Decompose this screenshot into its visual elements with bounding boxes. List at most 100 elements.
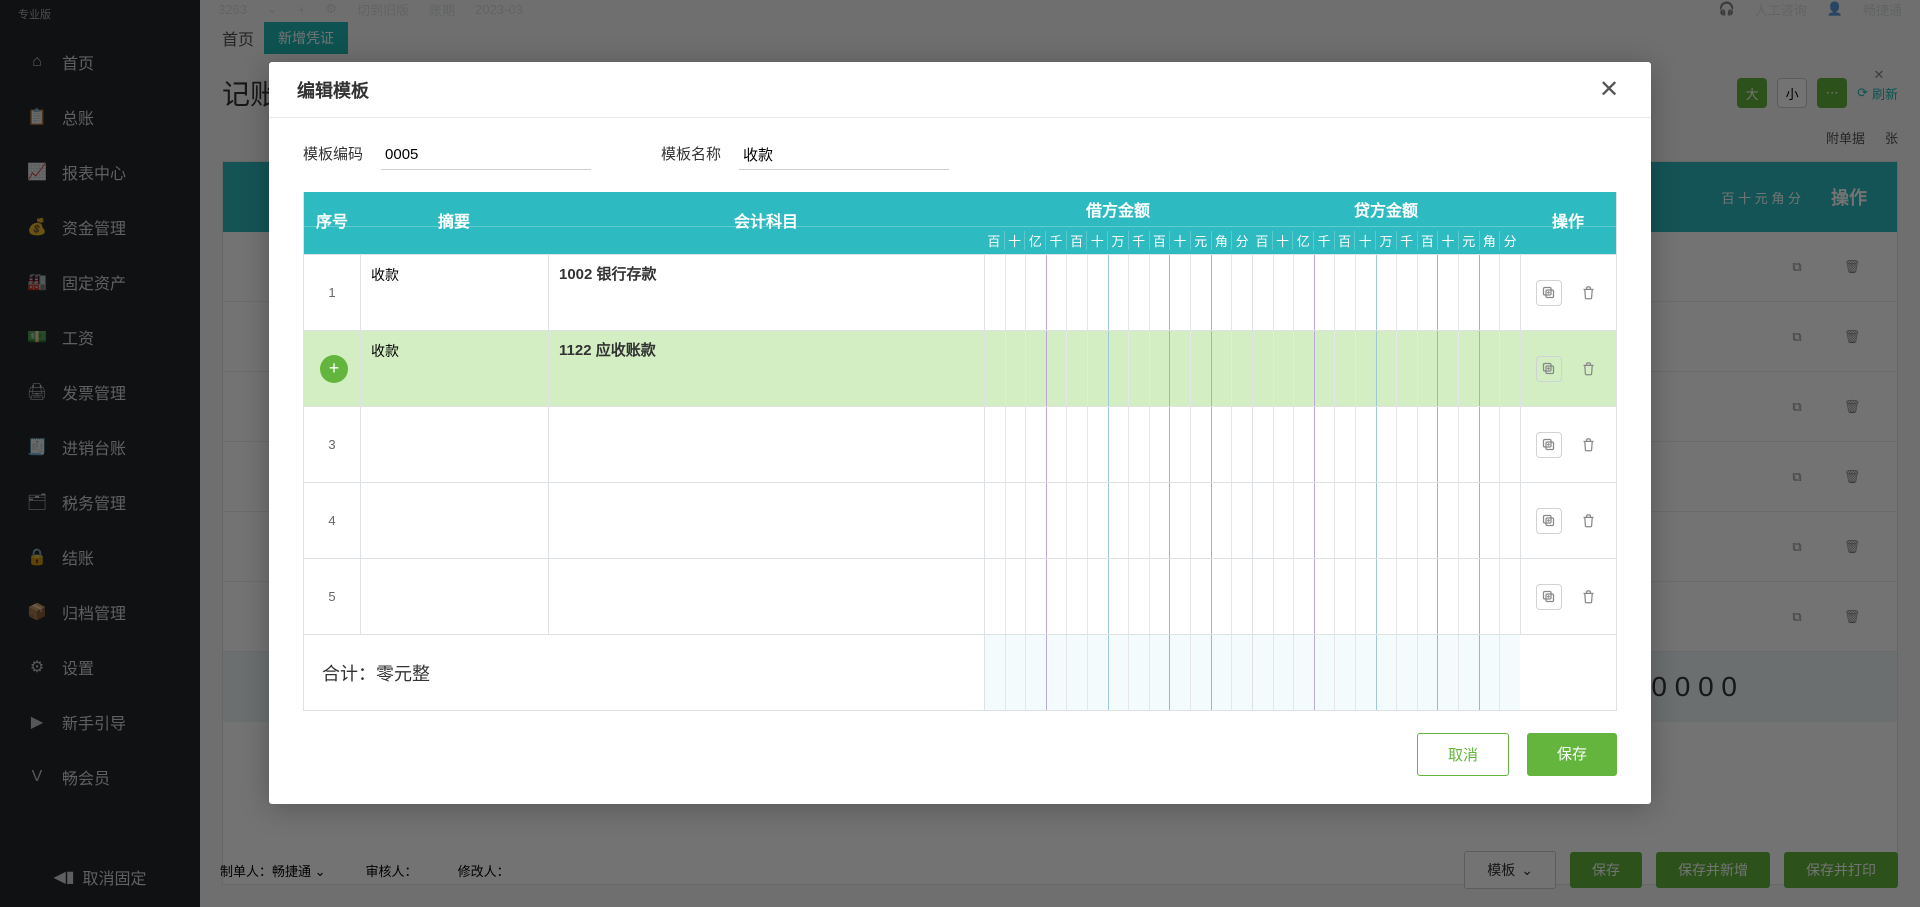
breadcrumb-tab[interactable]: 新增凭证 [264,22,348,54]
unit-header: 万 [1375,231,1396,250]
sidebar-item[interactable]: V畅会员 [0,749,200,804]
template-code-input[interactable] [381,140,591,170]
amount-grid[interactable] [1252,483,1520,558]
sidebar-item-label: 进销台账 [62,435,126,459]
bg-copy-icon[interactable]: ⧉ [1782,532,1812,562]
amount-grid[interactable] [1252,559,1520,634]
sidebar-item[interactable]: 🧾进销台账 [0,419,200,474]
tab-close-icon[interactable]: ✕ [1866,62,1892,88]
sidebar-item-label: 归档管理 [62,600,126,624]
size-large-chip[interactable]: 大 [1737,78,1767,108]
nav-icon: 🏭 [26,271,48,293]
add-row-button[interactable]: + [320,355,348,383]
sidebar-item[interactable]: 🏭固定资产 [0,254,200,309]
amount-grid[interactable] [1252,635,1520,710]
sidebar-item[interactable]: 💰资金管理 [0,199,200,254]
save-print-button-bg[interactable]: 保存并打印 [1784,852,1898,888]
sidebar-item[interactable]: ⌂首页 [0,34,200,89]
delete-row-icon[interactable] [1576,584,1602,610]
save-new-button-bg[interactable]: 保存并新增 [1656,852,1770,888]
sidebar-collapse[interactable]: ◀▮ 取消固定 [0,847,200,907]
amount-grid[interactable] [984,483,1252,558]
company-select[interactable]: 3263 [218,2,247,17]
sidebar-item[interactable]: 📦归档管理 [0,584,200,639]
amount-grid[interactable] [1252,255,1520,330]
bg-copy-icon[interactable]: ⧉ [1782,392,1812,422]
copy-row-icon[interactable] [1536,280,1562,306]
sidebar-item[interactable]: 🔒 结账 [0,529,200,584]
amount-grid[interactable] [984,635,1252,710]
bg-delete-icon[interactable]: 🗑 [1837,602,1867,632]
cell-subject[interactable] [548,407,984,482]
amount-grid[interactable] [1252,331,1520,406]
cell-summary[interactable]: 收款 [360,255,548,330]
amount-grid[interactable] [984,331,1252,406]
delete-row-icon[interactable] [1576,508,1602,534]
cancel-button[interactable]: 取消 [1417,733,1509,776]
amount-grid[interactable] [984,407,1252,482]
unit-header: 百 [1417,231,1438,250]
sidebar-collapse-label: 取消固定 [83,865,147,889]
cell-summary[interactable] [360,483,548,558]
period-value[interactable]: 2023-03 [475,2,523,17]
save-button[interactable]: 保存 [1527,733,1617,776]
template-dropdown[interactable]: 模板 ⌄ [1464,851,1556,889]
unit-header: 元 [1458,231,1479,250]
cell-summary[interactable]: 收款 [360,331,548,406]
bg-delete-icon[interactable]: 🗑 [1837,252,1867,282]
cell-idx: 5 [304,559,360,634]
col-subject-header: 会计科目 [548,192,984,254]
avatar[interactable]: 👤 [1827,1,1843,17]
template-name-input[interactable] [739,140,949,170]
delete-row-icon[interactable] [1576,432,1602,458]
switch-old[interactable]: 切到旧版 [357,0,409,19]
sidebar-item[interactable]: 🖨发票管理 [0,364,200,419]
close-icon[interactable]: ✕ [1595,76,1623,104]
delete-row-icon[interactable] [1576,280,1602,306]
bg-delete-icon[interactable]: 🗑 [1837,322,1867,352]
support-icon[interactable]: 🎧 [1719,1,1735,17]
sidebar-item[interactable]: ▶新手引导 [0,694,200,749]
cell-summary[interactable] [360,407,548,482]
unit-header: 千 [1128,231,1149,250]
bg-copy-icon[interactable]: ⧉ [1782,322,1812,352]
copy-row-icon[interactable] [1536,432,1562,458]
breadcrumb-home[interactable]: 首页 [222,26,254,50]
amount-grid[interactable] [984,559,1252,634]
copy-row-icon[interactable] [1536,508,1562,534]
bg-delete-icon[interactable]: 🗑 [1837,392,1867,422]
unit-header: 分 [1499,231,1520,250]
size-small-chip[interactable]: 小 [1777,78,1807,108]
cell-subject[interactable] [548,483,984,558]
cell-subject[interactable]: 1122 应收账款 [548,331,984,406]
cell-summary[interactable] [360,559,548,634]
bg-copy-icon[interactable]: ⧉ [1782,602,1812,632]
sidebar-item-label: 设置 [62,655,94,679]
amount-grid[interactable] [1252,407,1520,482]
sidebar-item[interactable]: 📋总账 [0,89,200,144]
sidebar-item[interactable]: ⚙设置 [0,639,200,694]
unit-header: 百 [1334,231,1355,250]
bg-copy-icon[interactable]: ⧉ [1782,252,1812,282]
nav-icon: 📋 [26,106,48,128]
sidebar-item[interactable]: 🗂税务管理 [0,474,200,529]
cell-subject[interactable] [548,559,984,634]
sidebar-item-label: 结账 [62,545,94,569]
sidebar-item[interactable]: 📈报表中心 [0,144,200,199]
extra-green-chip[interactable]: ⋯ [1817,78,1847,108]
bg-copy-icon[interactable]: ⧉ [1782,462,1812,492]
save-button-bg[interactable]: 保存 [1570,852,1642,888]
delete-row-icon[interactable] [1576,356,1602,382]
support-label[interactable]: 人工咨询 [1755,0,1807,19]
amount-grid[interactable] [984,255,1252,330]
copy-row-icon[interactable] [1536,356,1562,382]
bg-delete-icon[interactable]: 🗑 [1837,532,1867,562]
nav-icon: 🔒 [26,546,48,568]
table-row: 5 [304,558,1616,634]
sidebar-item-label: 报表中心 [62,160,126,184]
unit-header: 万 [1107,231,1128,250]
cell-subject[interactable]: 1002 银行存款 [548,255,984,330]
copy-row-icon[interactable] [1536,584,1562,610]
sidebar-item[interactable]: 💵工资 [0,309,200,364]
bg-delete-icon[interactable]: 🗑 [1837,462,1867,492]
